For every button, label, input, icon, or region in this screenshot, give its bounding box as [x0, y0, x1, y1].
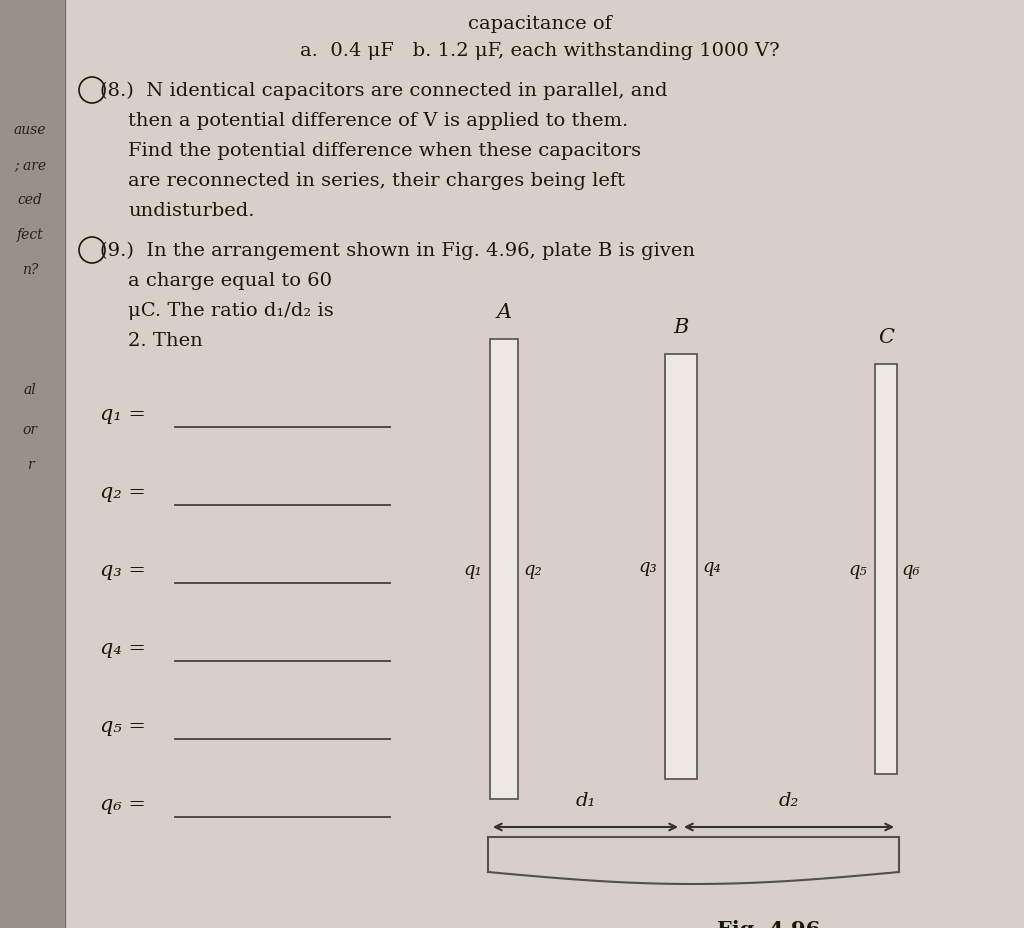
Text: a charge equal to 60: a charge equal to 60: [128, 272, 332, 290]
Text: q₂ =: q₂ =: [100, 483, 145, 502]
Text: q₃: q₃: [638, 558, 657, 576]
Bar: [490, 340, 518, 799]
Bar: [874, 365, 897, 774]
Text: 2. Then: 2. Then: [128, 331, 203, 350]
Text: ause: ause: [13, 122, 46, 136]
Text: q₄: q₄: [702, 558, 721, 576]
Text: n?: n?: [22, 263, 38, 277]
Bar: [665, 354, 697, 780]
Text: q₆: q₆: [901, 561, 920, 578]
Text: (8.)  N identical capacitors are connected in parallel, and: (8.) N identical capacitors are connecte…: [100, 82, 668, 100]
Text: d₂: d₂: [779, 792, 799, 809]
Text: q₂: q₂: [523, 561, 542, 578]
Text: Find the potential difference when these capacitors: Find the potential difference when these…: [128, 142, 641, 160]
Text: q₁: q₁: [463, 561, 482, 578]
Text: then a potential difference of V is applied to them.: then a potential difference of V is appl…: [128, 112, 629, 130]
Text: Fig. 4.96: Fig. 4.96: [718, 919, 820, 928]
Text: a.  0.4 μF   b. 1.2 μF, each withstanding 1000 V?: a. 0.4 μF b. 1.2 μF, each withstanding 1…: [300, 42, 780, 60]
Text: q₅ =: q₅ =: [100, 716, 145, 736]
Text: μC. The ratio d₁/d₂ is: μC. The ratio d₁/d₂ is: [128, 302, 334, 319]
Text: A: A: [497, 303, 512, 322]
Text: r: r: [27, 458, 34, 471]
Text: are reconnected in series, their charges being left: are reconnected in series, their charges…: [128, 172, 625, 190]
Text: q₁ =: q₁ =: [100, 405, 145, 424]
Text: B: B: [674, 317, 689, 337]
Text: or: or: [23, 422, 38, 436]
Text: ced: ced: [17, 193, 42, 207]
Text: C: C: [878, 328, 894, 347]
Text: q₄ =: q₄ =: [100, 638, 145, 658]
Text: ; are: ; are: [14, 158, 46, 172]
Text: (9.)  In the arrangement shown in Fig. 4.96, plate B is given: (9.) In the arrangement shown in Fig. 4.…: [100, 241, 695, 260]
Text: undisturbed.: undisturbed.: [128, 201, 255, 220]
Text: fect: fect: [16, 227, 43, 241]
Text: q₃ =: q₃ =: [100, 561, 145, 580]
Text: d₁: d₁: [575, 792, 596, 809]
Text: capacitance of: capacitance of: [468, 15, 612, 33]
Text: al: al: [24, 382, 37, 396]
Bar: [0, 0, 65, 928]
Text: q₅: q₅: [848, 561, 867, 578]
Text: q₆ =: q₆ =: [100, 794, 145, 814]
